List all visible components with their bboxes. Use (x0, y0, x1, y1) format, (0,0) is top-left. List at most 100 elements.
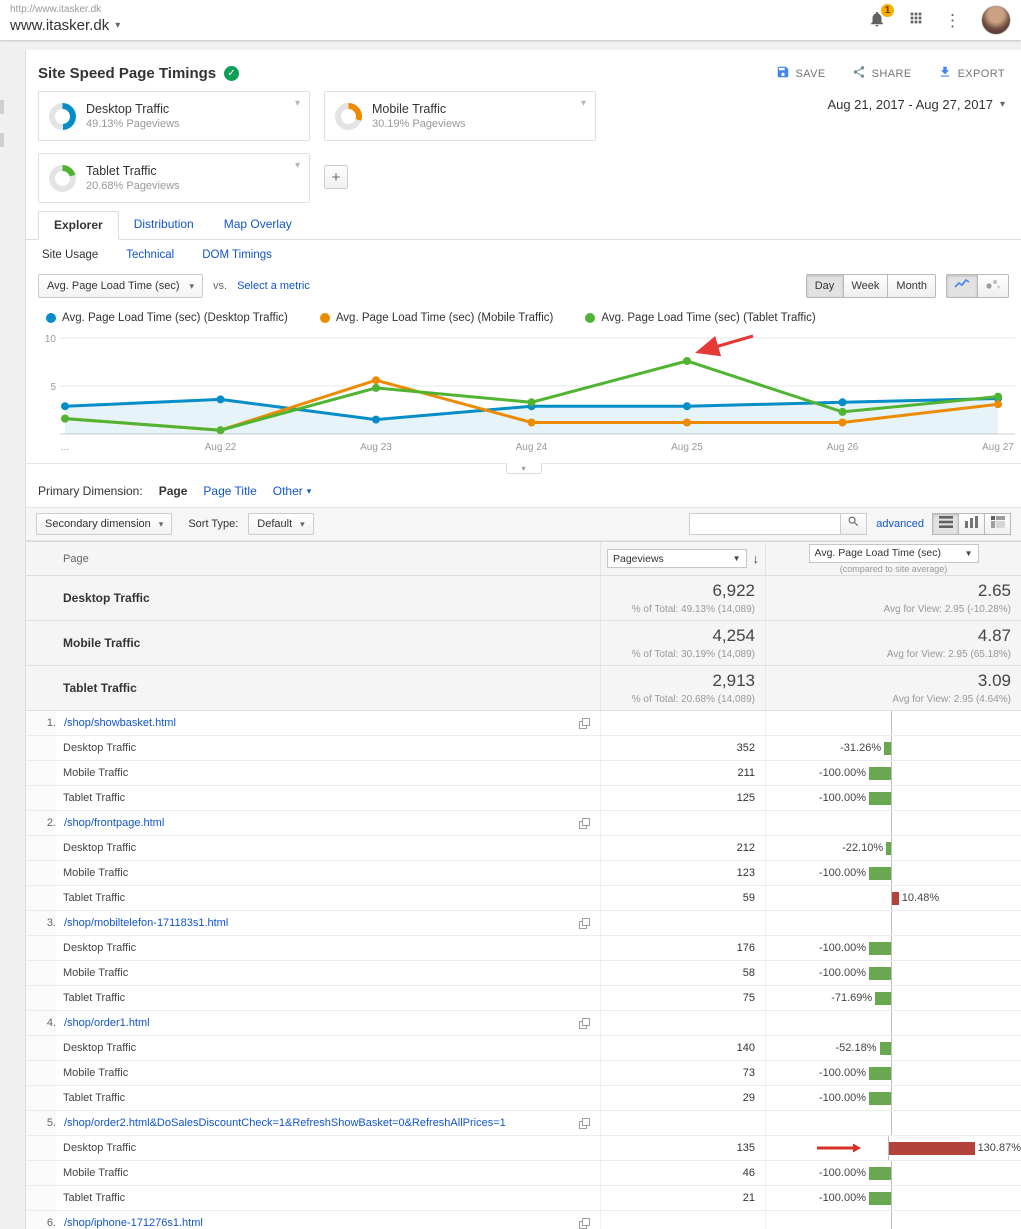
chart-point[interactable] (683, 418, 691, 427)
overflow-menu-icon[interactable]: ⋮ (944, 10, 961, 30)
legend-item-avg-page-load-time-sec-mobile-traffic[interactable]: Avg. Page Load Time (sec) (Mobile Traffi… (319, 312, 553, 324)
page-link[interactable]: /shop/order2.html&DoSalesDiscountCheck=1… (64, 1117, 506, 1129)
page-row: 6. /shop/iphone-171276s1.html (26, 1211, 1021, 1229)
page-row: 5. /shop/order2.html&DoSalesDiscountCheck… (26, 1111, 1021, 1136)
segment-card-desktop-traffic[interactable]: Desktop Traffic 49.13% Pageviews ▾ (38, 91, 310, 141)
positive-bar (889, 1141, 975, 1155)
view-pivot-button[interactable] (984, 513, 1011, 535)
page-row: 2. /shop/frontpage.html (26, 811, 1021, 836)
tab-explorer[interactable]: Explorer (38, 211, 119, 240)
share-button[interactable]: SHARE (852, 65, 912, 82)
add-segment-button[interactable]: + (324, 165, 348, 189)
apps-grid-icon[interactable] (908, 10, 924, 31)
open-in-new-icon[interactable] (579, 717, 590, 729)
load-time-bar-cell: -100.00% (765, 961, 1021, 985)
secondary-dimension-button[interactable]: Secondary dimension ▾ (36, 513, 173, 535)
granularity-week-button[interactable]: Week (842, 274, 889, 298)
search-button[interactable] (840, 513, 868, 535)
page-link[interactable]: /shop/mobiltelefon-171183s1.html (64, 917, 229, 929)
legend-item-avg-page-load-time-sec-desktop-traffic[interactable]: Avg. Page Load Time (sec) (Desktop Traff… (46, 312, 288, 324)
sort-direction-icon[interactable]: ↓ (752, 551, 760, 566)
dimension-option-page[interactable]: Page (159, 484, 188, 498)
granularity-day-button[interactable]: Day (805, 274, 844, 298)
row-index: 2. (26, 811, 56, 835)
save-button[interactable]: SAVE (776, 65, 826, 82)
chart-point[interactable] (61, 402, 69, 411)
chart-point[interactable] (61, 414, 69, 423)
pageviews-cell: 211 (600, 761, 765, 785)
open-in-new-icon[interactable] (579, 1217, 590, 1229)
chart-point[interactable] (838, 407, 847, 416)
table-search-input[interactable] (689, 513, 842, 535)
advanced-search-link[interactable]: advanced (876, 518, 924, 530)
view-comparison-button[interactable] (958, 513, 985, 535)
page-link[interactable]: /shop/frontpage.html (64, 817, 165, 829)
pageviews-column-select[interactable]: Pageviews ▼ (607, 549, 747, 568)
open-in-new-icon[interactable] (579, 1017, 590, 1029)
pivot-view-icon (990, 515, 1005, 533)
segment-row: Tablet Traffic 29 -100.00% (26, 1086, 1021, 1111)
chart-expander[interactable]: ▾ (505, 463, 542, 474)
chart-point[interactable] (838, 398, 847, 407)
segment-name: Desktop Traffic (86, 102, 170, 116)
account-selector[interactable]: www.itasker.dk ▾ (10, 17, 120, 34)
sort-type-button[interactable]: Default ▾ (248, 513, 314, 535)
chevron-down-icon[interactable]: ▾ (294, 98, 300, 109)
view-table-button[interactable] (932, 513, 959, 535)
select-a-metric-link[interactable]: Select a metric (237, 280, 310, 292)
segment-row: Desktop Traffic 212 -22.10% (26, 836, 1021, 861)
pageviews-cell: 140 (600, 1036, 765, 1060)
notifications-button[interactable]: 1 (868, 2, 896, 31)
subtab-site-usage[interactable]: Site Usage (42, 249, 99, 261)
chart-point[interactable] (527, 418, 536, 427)
dimension-option-page-title[interactable]: Page Title (203, 484, 256, 498)
chart-point[interactable] (994, 392, 1002, 401)
subtab-technical[interactable]: Technical (126, 249, 175, 261)
chart-point[interactable] (527, 398, 536, 407)
tab-distribution[interactable]: Distribution (133, 217, 194, 231)
chart-point[interactable] (216, 426, 225, 435)
segment-detail: 30.19% Pageviews (372, 118, 466, 130)
chart-point[interactable] (372, 415, 380, 424)
open-in-new-icon[interactable] (579, 917, 590, 929)
metric-column-select[interactable]: Avg. Page Load Time (sec) ▼ (808, 543, 979, 563)
bar-axis-line (891, 1011, 892, 1035)
tab-map-overlay[interactable]: Map Overlay (223, 217, 292, 231)
chart-point[interactable] (994, 400, 1002, 409)
column-header-page[interactable]: Page (63, 552, 89, 565)
chevron-down-icon[interactable]: ▾ (294, 160, 300, 171)
bar-axis-line (891, 1086, 892, 1110)
subtab-dom-timings[interactable]: DOM Timings (202, 249, 272, 261)
segment-card-tablet-traffic[interactable]: Tablet Traffic 20.68% Pageviews ▾ (38, 153, 310, 203)
chart-point[interactable] (838, 418, 847, 427)
page-link[interactable]: /shop/showbasket.html (64, 717, 176, 729)
load-time-bar-cell: -100.00% (765, 1186, 1021, 1210)
legend-item-avg-page-load-time-sec-tablet-traffic[interactable]: Avg. Page Load Time (sec) (Tablet Traffi… (585, 312, 816, 324)
bar-value-label: -100.00% (818, 1167, 866, 1179)
chart-point[interactable] (683, 357, 691, 365)
granularity-group: Day Week Month (805, 274, 936, 298)
line-chart-view-button[interactable] (946, 274, 978, 298)
chart-point[interactable] (372, 383, 380, 392)
metric-select-dropdown[interactable]: Avg. Page Load Time (sec) ▾ (38, 274, 204, 298)
granularity-month-button[interactable]: Month (887, 274, 936, 298)
chart-point[interactable] (683, 402, 691, 411)
segment-card-mobile-traffic[interactable]: Mobile Traffic 30.19% Pageviews ▾ (324, 91, 596, 141)
date-range-selector[interactable]: Aug 21, 2017 - Aug 27, 2017 ▾ (827, 97, 1005, 112)
avatar[interactable] (981, 5, 1011, 35)
export-button[interactable]: EXPORT (938, 65, 1005, 82)
open-in-new-icon[interactable] (579, 817, 590, 829)
chart-point[interactable] (372, 376, 380, 385)
open-in-new-icon[interactable] (579, 1117, 590, 1129)
motion-chart-view-button[interactable] (977, 274, 1009, 298)
negative-bar (869, 941, 891, 955)
timeseries-chart[interactable]: 5 10... Aug 22 Aug 23 Aug 24 Aug 25 Aug 26 Aug … (26, 326, 1021, 463)
bar-axis-line (891, 761, 892, 785)
dimension-option-other[interactable]: Other ▾ (273, 484, 312, 498)
chevron-down-icon[interactable]: ▾ (580, 98, 586, 109)
page-link[interactable]: /shop/order1.html (64, 1017, 150, 1029)
bar-axis-line (891, 836, 892, 860)
page-link[interactable]: /shop/iphone-171276s1.html (64, 1217, 203, 1229)
report-table-body: Desktop Traffic 6,922 % of Total: 49.13% (… (26, 576, 1021, 1229)
chart-point[interactable] (216, 395, 225, 404)
